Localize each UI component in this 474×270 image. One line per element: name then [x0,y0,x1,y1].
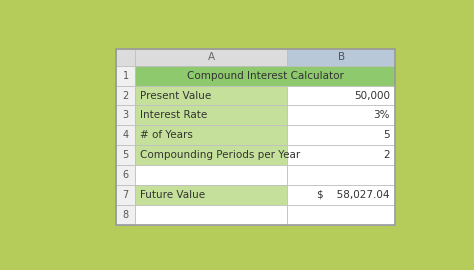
Text: # of Years: # of Years [139,130,192,140]
Text: $    58,027.04: $ 58,027.04 [318,190,390,200]
Text: Compounding Periods per Year: Compounding Periods per Year [139,150,300,160]
Bar [135,185,287,205]
Text: 4: 4 [123,130,129,140]
Text: 3: 3 [123,110,129,120]
Text: B: B [338,52,345,62]
Bar [135,125,287,145]
Bar [287,145,395,165]
Bar [116,145,135,165]
Text: 5: 5 [123,150,129,160]
Text: 5: 5 [383,130,390,140]
Text: 2: 2 [383,150,390,160]
Bar [116,125,135,145]
Bar [287,106,395,125]
Bar [287,165,395,185]
Bar [116,106,135,125]
Bar [116,49,395,225]
Bar [135,66,395,86]
Bar [287,49,395,66]
Bar [135,106,287,125]
Text: Present Value: Present Value [139,90,211,100]
Bar [287,185,395,205]
Bar [116,49,135,66]
Text: A: A [208,52,215,62]
Bar [116,165,135,185]
Bar [135,165,287,185]
Bar [135,145,287,165]
Text: 3%: 3% [374,110,390,120]
Text: 50,000: 50,000 [354,90,390,100]
Text: 6: 6 [123,170,129,180]
Text: 8: 8 [123,210,129,220]
Bar [287,205,395,225]
Text: 1: 1 [123,71,129,81]
Text: Interest Rate: Interest Rate [139,110,207,120]
Bar [116,205,135,225]
Text: Future Value: Future Value [139,190,205,200]
Bar [135,205,287,225]
Bar [116,86,135,106]
Text: 2: 2 [123,90,129,100]
Text: Compound Interest Calculator: Compound Interest Calculator [187,71,344,81]
Bar [135,86,287,106]
Text: 7: 7 [123,190,129,200]
Bar [135,49,287,66]
Bar [116,185,135,205]
Bar [287,125,395,145]
Bar [116,66,135,86]
Bar [287,86,395,106]
